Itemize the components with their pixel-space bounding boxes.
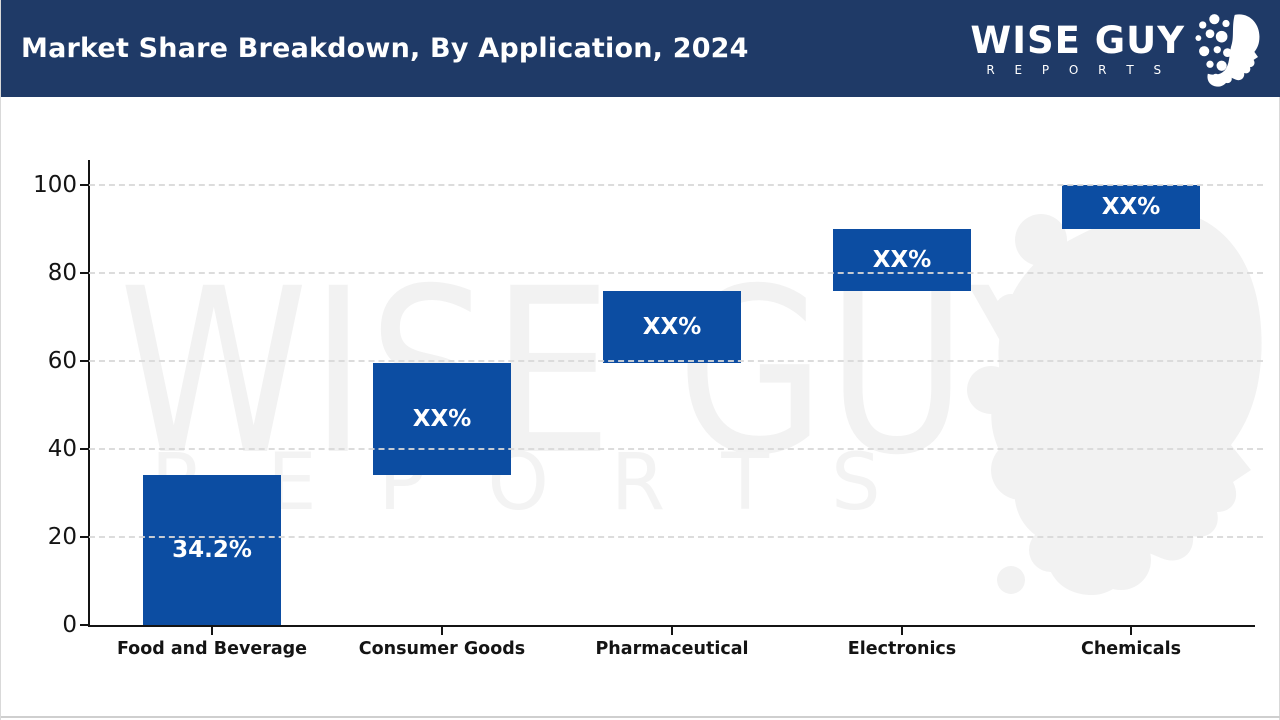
watermark-face [967,192,1262,596]
bar-value-label: XX% [872,247,932,274]
bar-value-label: XX% [642,314,702,341]
gridline [89,536,1263,538]
logo-face-icon [1195,14,1260,87]
bar-value-label: 34.2% [172,536,252,563]
y-tick [80,360,88,362]
bar-segment [603,291,741,364]
brand-wordmark-sub: R E P O R T S [986,63,1170,77]
app-header: Market Share Breakdown, By Application, … [1,0,1280,97]
x-tick-label: Chemicals [1080,639,1181,659]
x-tick-label: Consumer Goods [358,639,526,659]
gridline [89,184,1263,186]
bar-segment [833,229,971,292]
bar-segment [373,363,511,475]
x-tick-label: Pharmaceutical [595,639,749,659]
y-tick-label: 20 [47,524,77,550]
y-tick-label: 0 [62,612,77,638]
x-axis [88,625,1255,627]
page-title: Market Share Breakdown, By Application, … [21,33,749,64]
brand-wordmark-main: WISE GUY [970,19,1185,62]
x-tick [441,627,443,635]
gridline [89,448,1263,450]
y-tick [80,272,88,274]
x-tick-label: Electronics [847,639,957,659]
brand-wordmark: WISE GUY R E P O R T S [970,19,1185,78]
bar-segment [1062,185,1200,229]
x-tick [1130,627,1132,635]
bar-segment [143,474,281,625]
y-tick-label: 100 [33,172,77,198]
y-tick [80,536,88,538]
y-tick [80,448,88,450]
y-tick-label: 40 [47,436,77,462]
gridline [89,360,1263,362]
y-axis [88,159,90,627]
x-tick [901,627,903,635]
y-tick [80,624,88,626]
x-tick [671,627,673,635]
bottom-rule [1,716,1280,718]
brand-logo: WISE GUY R E P O R T S [970,8,1263,90]
bar-value-label: XX% [1101,194,1161,220]
gridline [89,272,1263,274]
y-tick-label: 60 [47,348,77,374]
x-tick [211,627,213,635]
y-tick [80,184,88,186]
bar-value-label: XX% [412,405,472,432]
y-tick-label: 80 [47,260,77,286]
x-tick-label: Food and Beverage [116,639,308,659]
